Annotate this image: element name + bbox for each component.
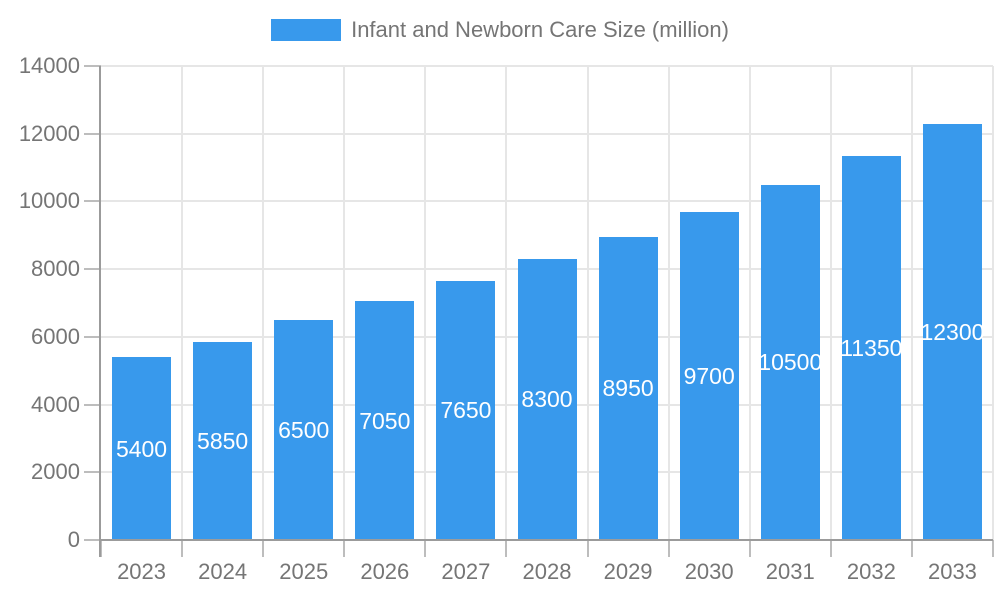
y-axis-label: 0 (67, 527, 80, 552)
x-axis-label-2023: 2023 (117, 559, 167, 584)
bar-value-2027: 7650 (440, 397, 492, 424)
x-axis-label-2025: 2025 (279, 559, 329, 584)
x-axis-label-2029: 2029 (603, 559, 653, 584)
x-axis-label-2030: 2030 (684, 559, 734, 584)
legend[interactable]: Infant and Newborn Care Size (million) (0, 16, 1000, 44)
bar-2028[interactable] (517, 258, 577, 539)
x-tick (992, 540, 994, 557)
x-tick (424, 540, 427, 557)
y-tick (84, 539, 101, 541)
bar-2033[interactable] (922, 123, 982, 539)
bar-2031[interactable] (760, 184, 820, 539)
x-tick (343, 540, 346, 557)
y-tick (84, 132, 101, 135)
y-axis-label: 14000 (18, 53, 80, 78)
y-tick (84, 403, 101, 406)
gridline-h (101, 65, 993, 67)
bar-value-2028: 8300 (521, 386, 573, 413)
y-axis-line (99, 66, 101, 557)
bar-value-2025: 6500 (278, 416, 330, 443)
bar-2029[interactable] (598, 236, 658, 539)
y-tick (84, 335, 101, 338)
bar-value-2030: 9700 (683, 362, 735, 389)
bar-2032[interactable] (841, 155, 901, 539)
x-tick (505, 540, 508, 557)
y-tick (84, 65, 101, 67)
bar-value-2029: 8950 (602, 375, 654, 402)
bar-2026[interactable] (355, 301, 415, 539)
x-axis-line (99, 539, 993, 541)
x-axis-label-2031: 2031 (765, 559, 815, 584)
legend-label: Infant and Newborn Care Size (million) (351, 17, 729, 42)
bar-2024[interactable] (193, 341, 253, 539)
y-tick (84, 268, 101, 271)
x-tick (262, 540, 265, 557)
bar-value-2026: 7050 (359, 407, 411, 434)
y-tick (84, 471, 101, 474)
gridline-v (343, 66, 346, 540)
gridline-v (992, 66, 994, 540)
x-tick (829, 540, 832, 557)
gridline-v (424, 66, 427, 540)
x-axis-label-2027: 2027 (441, 559, 491, 584)
x-tick (100, 540, 102, 557)
y-axis-label: 2000 (31, 459, 80, 485)
legend-swatch (271, 19, 342, 41)
x-tick (586, 540, 589, 557)
y-tick (84, 200, 101, 203)
x-tick (181, 540, 184, 557)
gridline-v (181, 66, 184, 540)
gridline-v (829, 66, 832, 540)
y-axis-label: 10000 (18, 188, 80, 214)
x-axis-label-2024: 2024 (198, 559, 248, 584)
gridline-v (748, 66, 751, 540)
bar-value-2032: 11350 (840, 334, 903, 361)
gridline-v (910, 66, 913, 540)
bar-value-2031: 10500 (758, 349, 823, 376)
bar-2025[interactable] (274, 319, 334, 539)
bar-2027[interactable] (436, 280, 496, 539)
y-axis-label: 6000 (31, 323, 80, 349)
x-axis-label-2026: 2026 (360, 559, 410, 584)
bar-value-2033: 12300 (920, 318, 985, 345)
gridline-v (505, 66, 508, 540)
gridline-v (262, 66, 265, 540)
y-axis-label: 8000 (31, 256, 80, 282)
y-axis-label: 12000 (18, 120, 80, 146)
bar-2030[interactable] (679, 211, 739, 539)
x-axis-label-2032: 2032 (846, 559, 896, 584)
gridline-h (101, 132, 993, 135)
y-axis-label: 4000 (31, 391, 80, 417)
x-tick (910, 540, 913, 557)
x-axis-label-2033: 2033 (927, 559, 977, 584)
gridline-v (586, 66, 589, 540)
gridline-h (101, 200, 993, 203)
x-axis-label-2028: 2028 (522, 559, 572, 584)
bar-value-2024: 5850 (197, 427, 249, 454)
x-tick (748, 540, 751, 557)
gridline-v (667, 66, 670, 540)
bar-2023[interactable] (112, 357, 172, 539)
bar-value-2023: 5400 (115, 435, 168, 462)
x-tick (667, 540, 670, 557)
